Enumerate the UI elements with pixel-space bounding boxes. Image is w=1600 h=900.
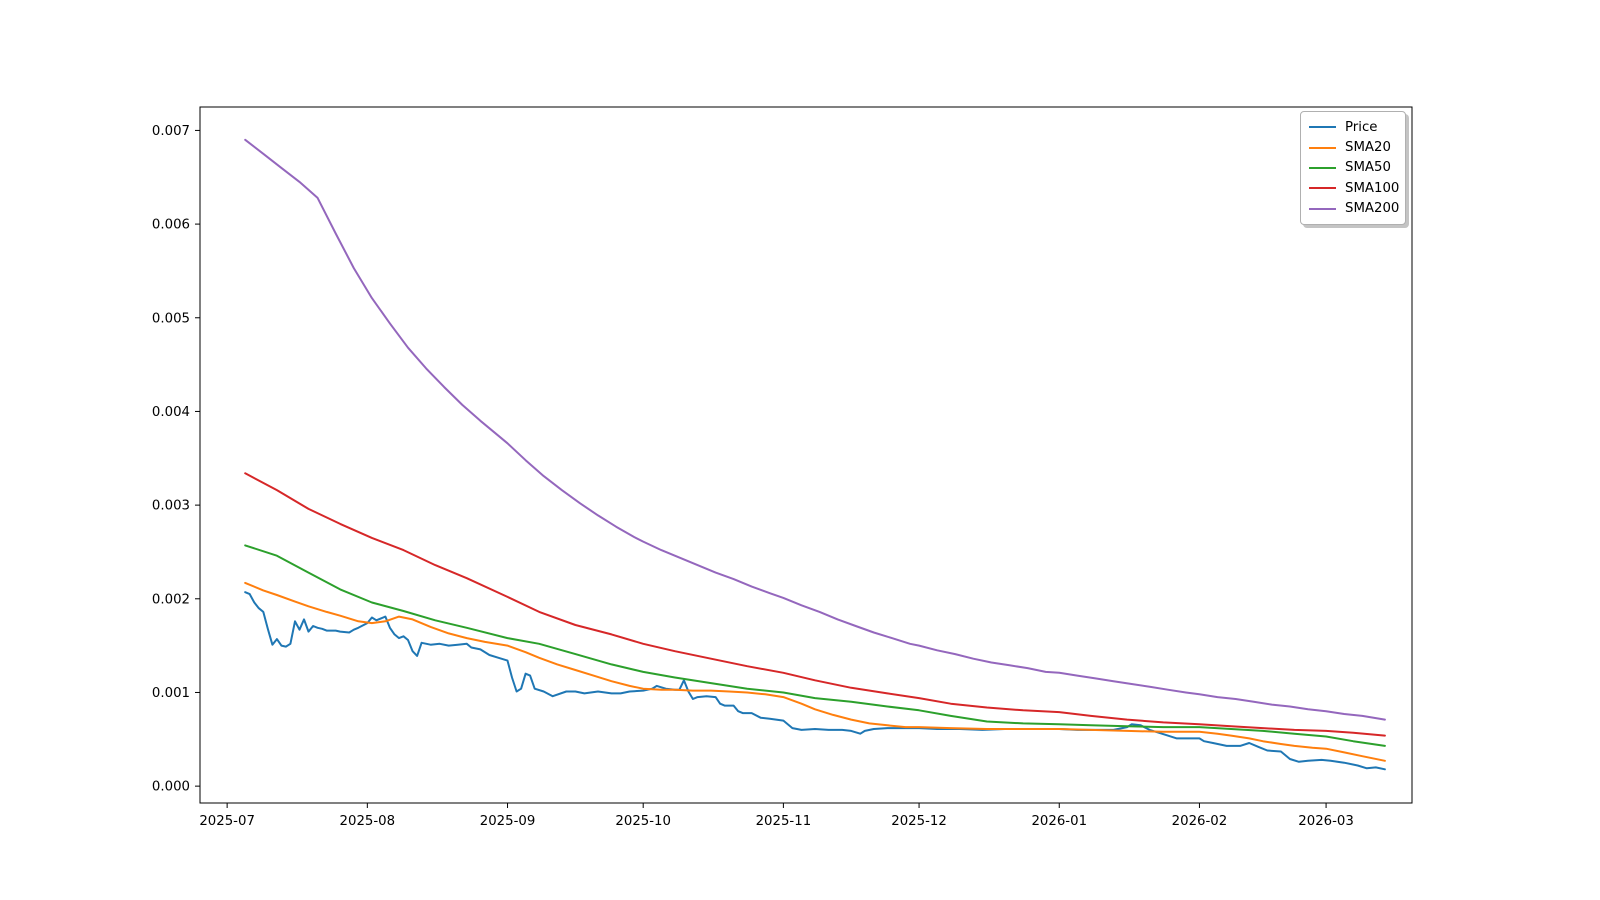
y-tick-label: 0.007 [152,124,190,139]
legend-line-swatch-sma50 [1309,166,1336,169]
legend-item-price: Price [1301,117,1405,137]
y-tick-label: 0.000 [152,780,190,795]
x-tick-label: 2025-10 [615,814,671,829]
y-tick-label: 0.004 [152,405,190,420]
legend-label: SMA20 [1345,140,1391,156]
legend-label: SMA100 [1345,180,1400,196]
legend-item-sma20: SMA20 [1301,137,1405,157]
y-tick-label: 0.003 [152,499,190,514]
legend-item-sma50: SMA50 [1301,158,1405,178]
legend-line-swatch-sma200 [1309,207,1336,210]
x-tick-label: 2025-07 [199,814,255,829]
legend-label: Price [1345,119,1378,135]
x-tick-label: 2025-12 [891,814,947,829]
x-tick-label: 2026-01 [1031,814,1087,829]
y-tick-label: 0.001 [152,686,190,701]
series-line-sma50 [244,544,1386,747]
series-line-sma20 [244,581,1386,762]
legend-label: SMA200 [1345,201,1400,217]
legend-line-swatch-sma20 [1309,146,1336,149]
legend-line-swatch-sma100 [1309,187,1336,190]
axes-spines [199,106,1413,804]
x-tick-label: 2025-09 [480,814,536,829]
series-line-sma200 [244,138,1386,721]
legend-line-swatch-price [1309,126,1336,129]
y-tick-label: 0.006 [152,218,190,233]
legend-label: SMA50 [1345,160,1391,176]
x-tick-label: 2026-02 [1172,814,1228,829]
x-tick-label: 2025-11 [756,814,812,829]
x-tick-label: 2026-03 [1298,814,1354,829]
legend-item-sma200: SMA200 [1301,199,1405,219]
legend-item-sma100: SMA100 [1301,178,1405,198]
series-line-sma100 [244,472,1386,737]
legend: Price SMA20 SMA50 SMA100 SMA200 [1300,111,1406,225]
x-tick-label: 2025-08 [340,814,396,829]
y-tick-label: 0.002 [152,592,190,607]
y-tick-label: 0.005 [152,311,190,326]
